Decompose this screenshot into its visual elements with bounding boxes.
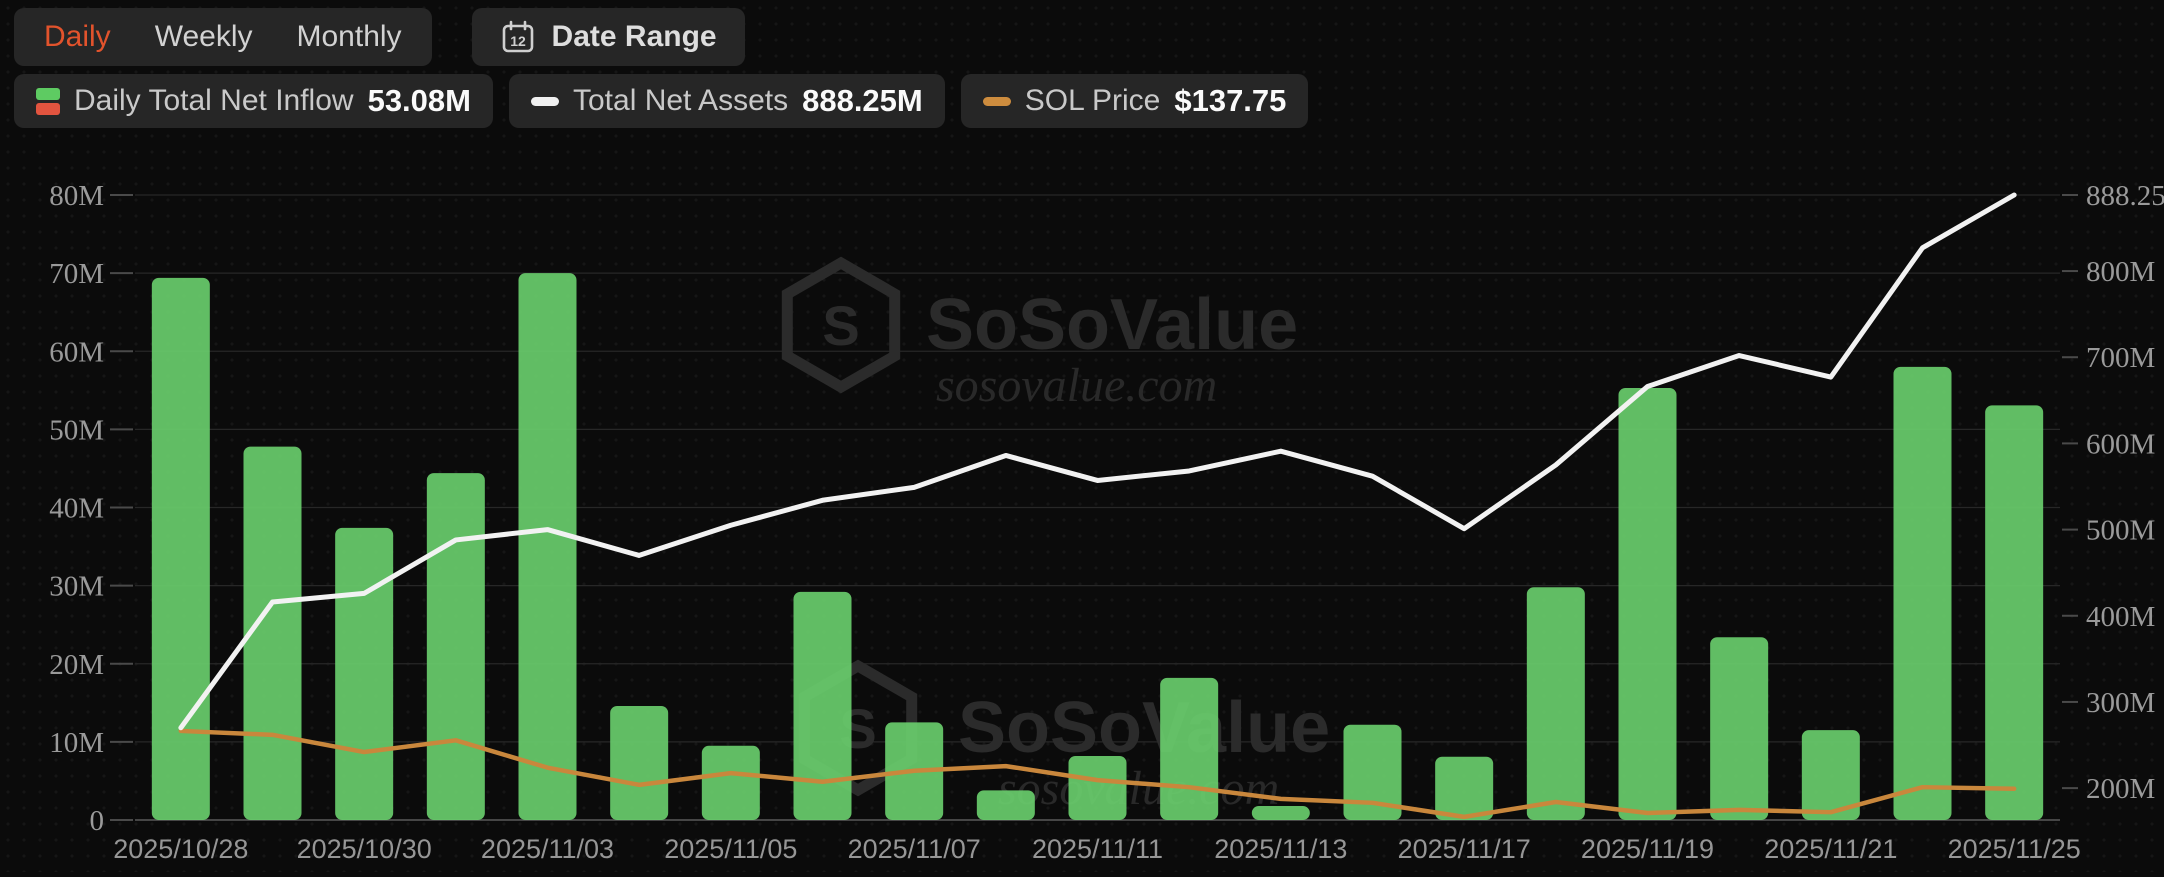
tab-daily[interactable]: Daily	[44, 20, 111, 53]
svg-text:12: 12	[510, 33, 526, 49]
x-axis-label: 2025/11/19	[1581, 834, 1714, 864]
x-axis-label: 2025/11/05	[664, 834, 797, 864]
tab-monthly[interactable]: Monthly	[296, 20, 402, 53]
right-axis-label: 888.25M	[2086, 180, 2164, 212]
right-axis-label: 200M	[2086, 773, 2155, 805]
controls-row: Daily Weekly Monthly 12 Date Range	[14, 8, 745, 66]
bar-2025/11/10[interactable]	[976, 790, 1035, 820]
left-axis-label: 60M	[49, 336, 104, 368]
watermark-logo-letter: S	[822, 294, 859, 357]
bar-2025/11/03[interactable]	[518, 273, 577, 820]
bar-2025/10/31[interactable]	[426, 473, 485, 820]
left-axis-label: 50M	[49, 414, 104, 446]
x-axis-label: 2025/11/17	[1398, 834, 1531, 864]
legend-row: Daily Total Net Inflow 53.08M Total Net …	[14, 74, 1309, 128]
bar-2025/10/29[interactable]	[243, 446, 302, 820]
legend-value: 888.25M	[802, 83, 923, 118]
bar-2025/11/25[interactable]	[1985, 405, 2044, 820]
legend-label: Total Net Assets	[572, 84, 789, 117]
chart-svg: 80M 70M 60M 50M 40M 30M 20M 10M 0 888.25M 800M 700M…	[49, 180, 2164, 864]
bar-2025/11/20[interactable]	[1710, 637, 1769, 820]
x-axis-label: 2025/11/21	[1764, 834, 1897, 864]
bar-2025/10/28[interactable]	[151, 277, 210, 820]
legend-value: $137.75	[1174, 83, 1287, 118]
right-axis-label: 700M	[2086, 342, 2155, 374]
left-axis-label: 70M	[49, 258, 104, 290]
bar-2025/11/14[interactable]	[1343, 724, 1402, 820]
legend-item-sol-price[interactable]: SOL Price $137.75	[960, 74, 1309, 128]
left-axis-label: 0	[90, 805, 105, 837]
bar-2025/11/12[interactable]	[1160, 677, 1219, 820]
legend-label: SOL Price	[1024, 84, 1161, 117]
right-axis-label: 600M	[2086, 428, 2155, 460]
watermark-domain: sosovalue.com	[936, 359, 1217, 412]
left-axis-label: 10M	[49, 727, 104, 759]
bar-2025/11/04[interactable]	[610, 705, 669, 820]
x-axis-label: 2025/11/13	[1214, 834, 1347, 864]
x-axis-label: 2025/10/30	[297, 834, 432, 864]
legend-item-daily-total-net-inflow[interactable]: Daily Total Net Inflow 53.08M	[14, 74, 493, 128]
bar-2025/11/17[interactable]	[1435, 756, 1494, 820]
x-axis-label: 2025/11/25	[1948, 834, 2081, 864]
sosovalue-logo-icon	[781, 256, 901, 394]
right-axis-label: 300M	[2086, 687, 2155, 719]
sol-price-line	[178, 728, 2017, 820]
white-dash-icon	[530, 96, 559, 106]
bar-2025/11/05[interactable]	[701, 745, 760, 820]
x-axis-label: 2025/10/28	[113, 834, 248, 864]
date-range-button[interactable]: 12 Date Range	[471, 8, 745, 66]
tab-weekly[interactable]: Weekly	[154, 20, 253, 53]
chart-area: 80M 70M 60M 50M 40M 30M 20M 10M 0 888.25M 800M 700M…	[0, 140, 2164, 872]
watermark-brand: SoSoValue	[926, 285, 1298, 365]
watermark-brand: SoSoValue	[958, 688, 1330, 768]
amber-dash-icon	[982, 96, 1011, 106]
legend-value: 53.08M	[367, 83, 471, 118]
bar-2025/11/11[interactable]	[1068, 755, 1127, 820]
bar-2025/11/21[interactable]	[1801, 730, 1860, 820]
legend-item-total-net-assets[interactable]: Total Net Assets 888.25M	[508, 74, 945, 128]
bar-2025/11/19[interactable]	[1618, 387, 1677, 820]
left-axis-label: 40M	[49, 493, 104, 525]
bar-2025/11/13[interactable]	[1251, 805, 1310, 820]
bar-2025/11/06[interactable]	[793, 591, 852, 820]
calendar-icon: 12	[500, 19, 536, 55]
interval-tab-group: Daily Weekly Monthly	[14, 8, 432, 66]
left-axis-label: 20M	[49, 649, 104, 681]
right-axis-label: 400M	[2086, 601, 2155, 633]
left-axis-label: 30M	[49, 571, 104, 603]
x-axis-label: 2025/11/07	[848, 834, 981, 864]
date-range-label: Date Range	[551, 20, 717, 53]
right-axis-label: 800M	[2086, 256, 2155, 288]
bar-2025/11/24[interactable]	[1893, 366, 1952, 820]
x-axis-label: 2025/11/03	[481, 834, 614, 864]
bar-2025/10/30[interactable]	[335, 527, 394, 820]
left-axis-label: 80M	[49, 180, 104, 212]
x-axis-label: 2025/11/11	[1032, 834, 1163, 864]
total-net-assets-line	[178, 192, 2017, 731]
bar-2025/11/18[interactable]	[1526, 587, 1585, 820]
right-axis-label: 500M	[2086, 515, 2155, 547]
inflow-outflow-icon	[36, 87, 60, 115]
legend-label: Daily Total Net Inflow	[74, 84, 354, 117]
